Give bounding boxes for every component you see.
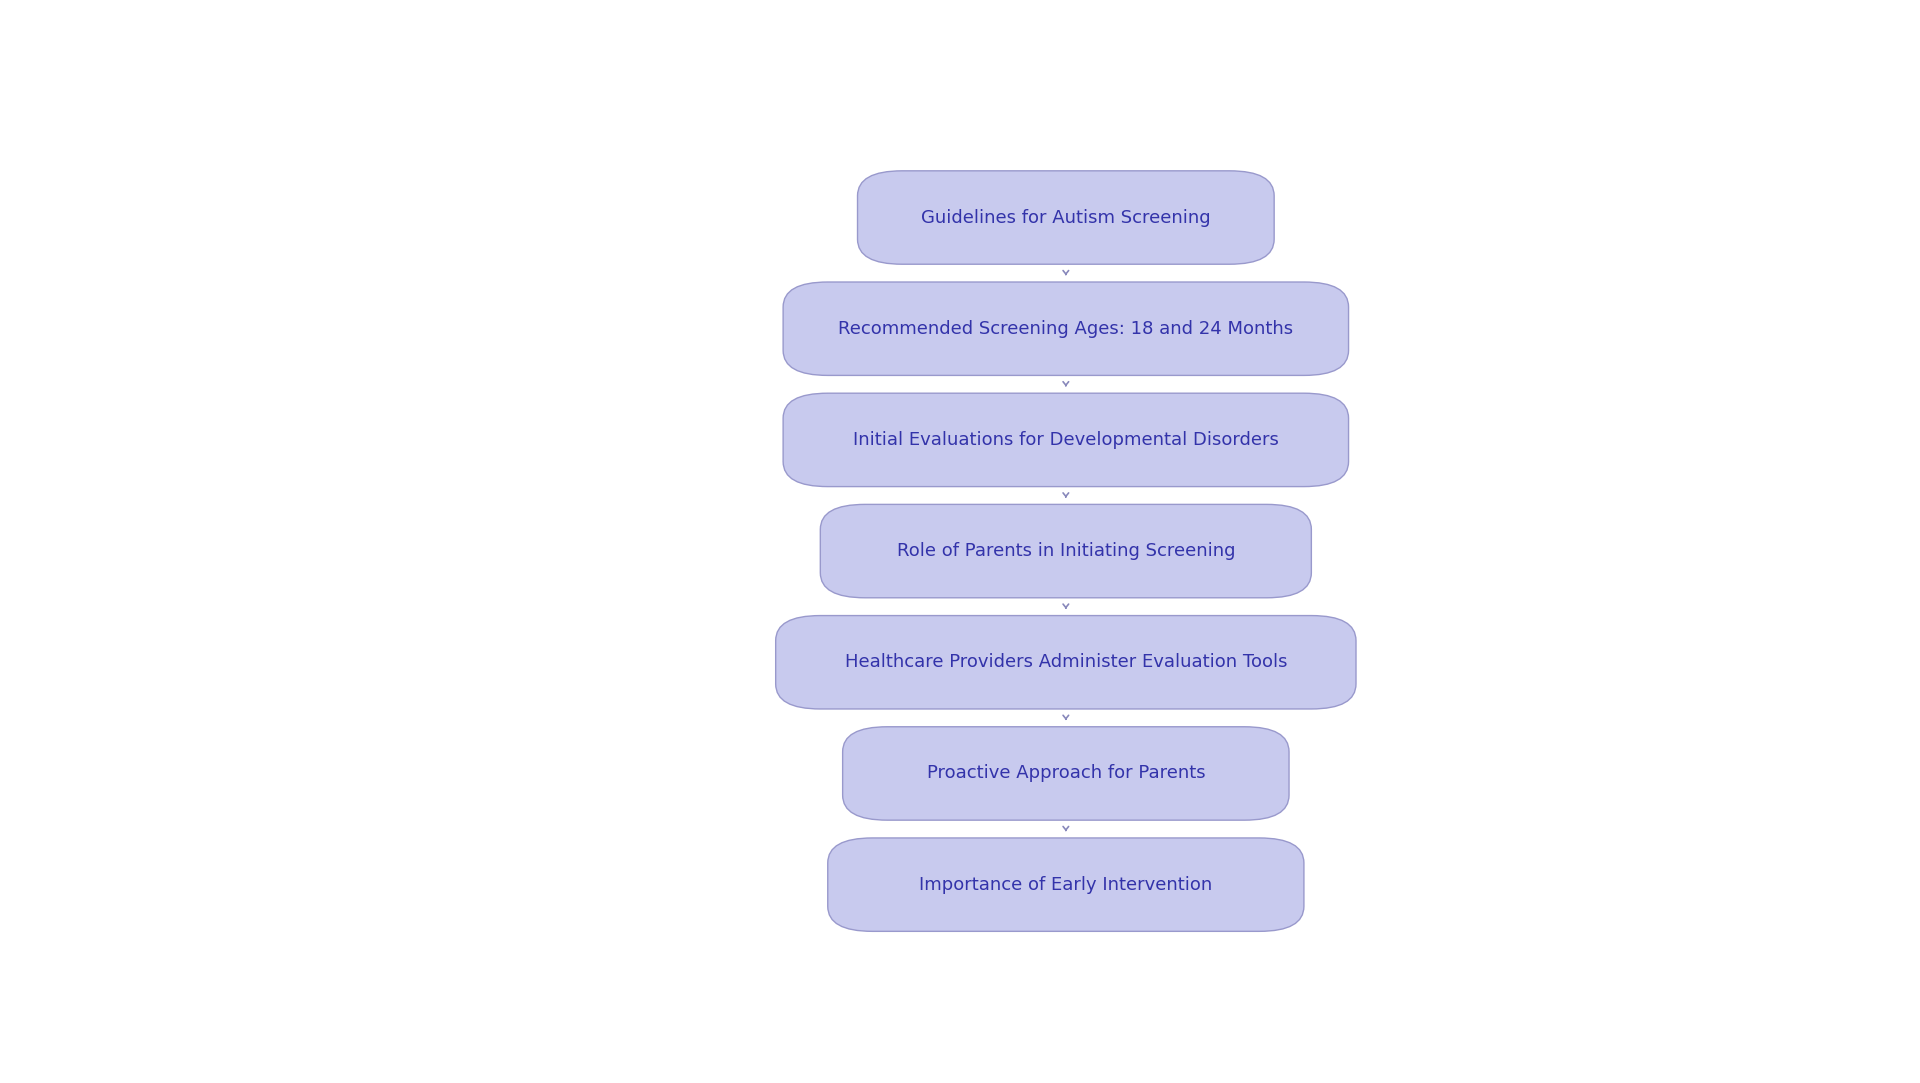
FancyBboxPatch shape xyxy=(828,838,1304,931)
Text: Recommended Screening Ages: 18 and 24 Months: Recommended Screening Ages: 18 and 24 Mo… xyxy=(839,319,1294,338)
Text: Guidelines for Autism Screening: Guidelines for Autism Screening xyxy=(922,209,1212,226)
FancyBboxPatch shape xyxy=(820,505,1311,598)
Text: Role of Parents in Initiating Screening: Role of Parents in Initiating Screening xyxy=(897,543,1235,560)
Text: Proactive Approach for Parents: Proactive Approach for Parents xyxy=(927,765,1206,782)
Text: Initial Evaluations for Developmental Disorders: Initial Evaluations for Developmental Di… xyxy=(852,431,1279,448)
Text: Importance of Early Intervention: Importance of Early Intervention xyxy=(920,876,1212,893)
FancyBboxPatch shape xyxy=(843,727,1288,820)
FancyBboxPatch shape xyxy=(858,171,1275,264)
FancyBboxPatch shape xyxy=(783,393,1348,486)
Text: Healthcare Providers Administer Evaluation Tools: Healthcare Providers Administer Evaluati… xyxy=(845,653,1286,671)
FancyBboxPatch shape xyxy=(783,282,1348,376)
FancyBboxPatch shape xyxy=(776,615,1356,709)
